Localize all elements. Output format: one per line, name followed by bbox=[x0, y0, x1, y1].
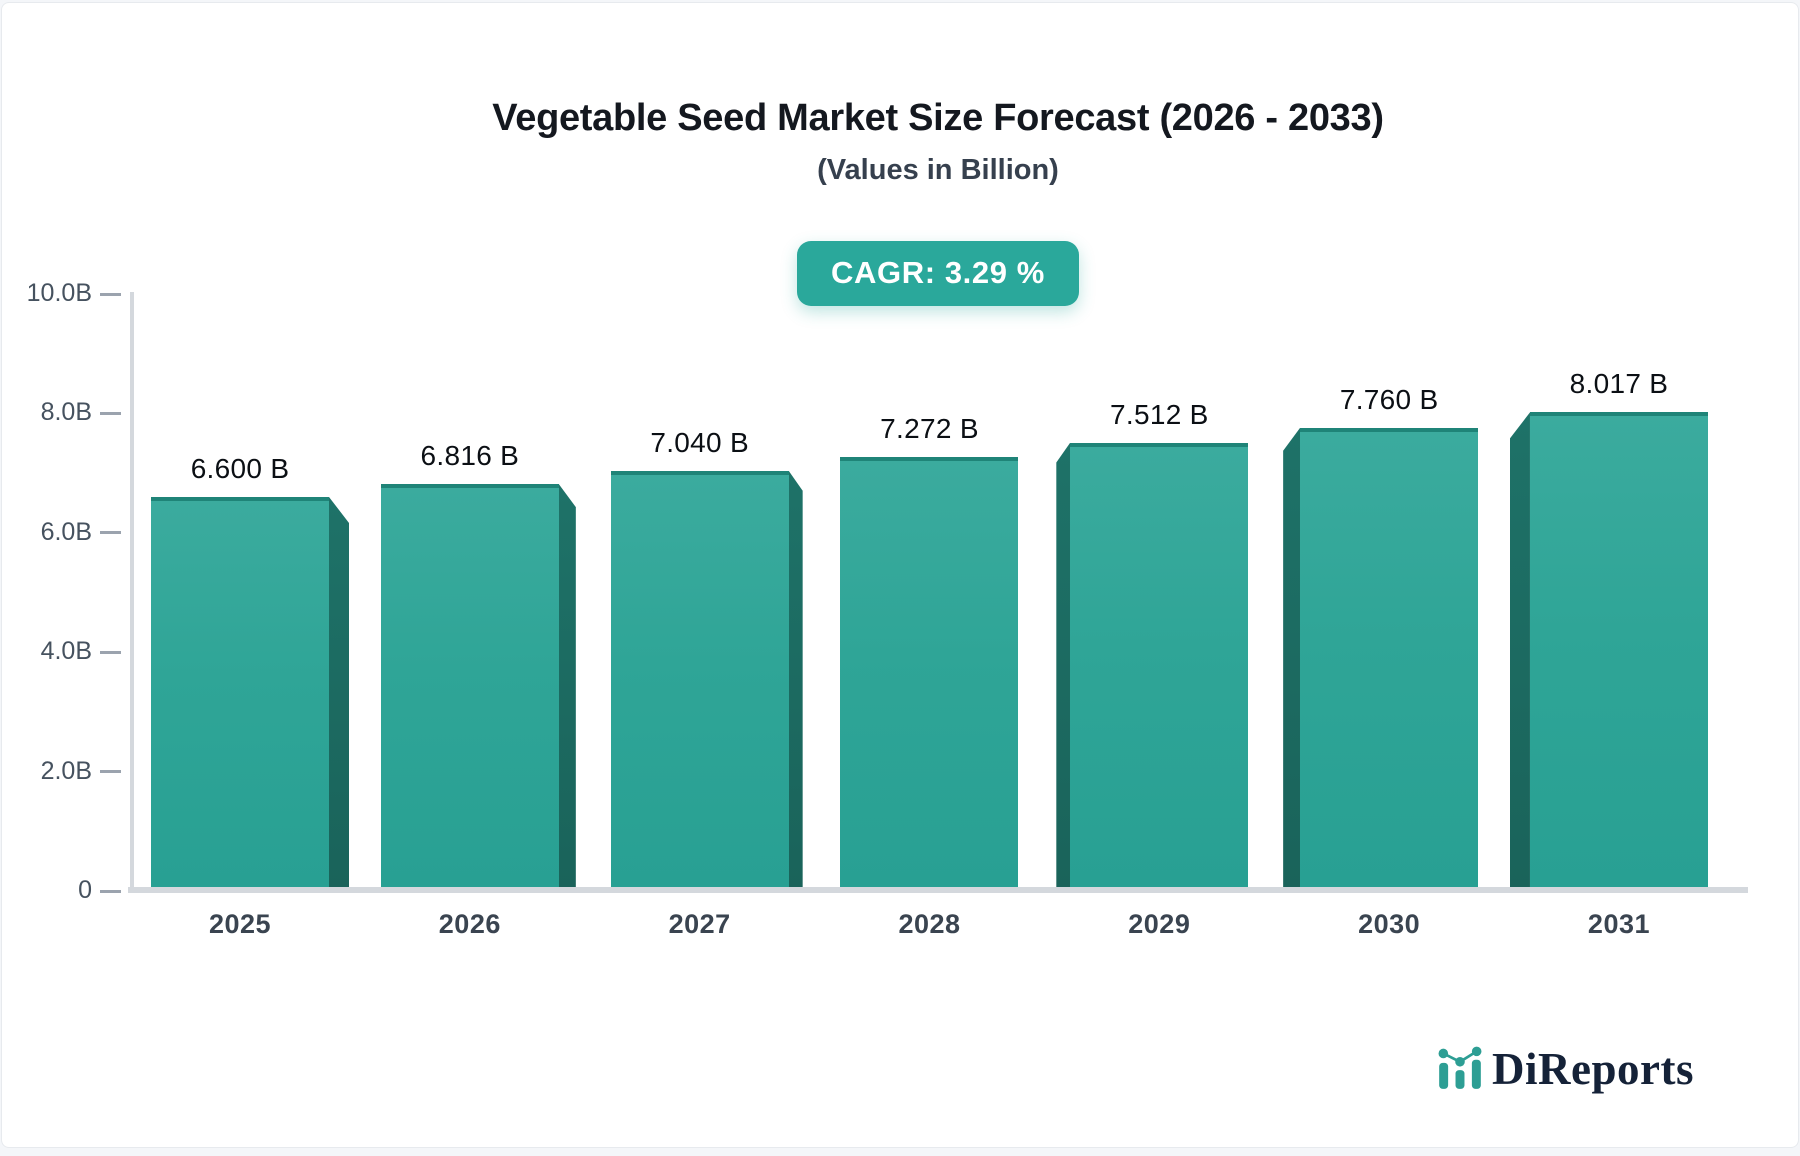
x-tick-label-2026: 2026 bbox=[438, 909, 501, 939]
bar-chart-plot-area: 0 2.0B 4.0B 6.0B 8.0B 10.0B 6.600 B 2025 6.816 B… bbox=[2, 3, 1798, 1147]
x-tick-label-2025: 2025 bbox=[208, 909, 272, 939]
direports-logo: DiReports bbox=[1437, 1043, 1694, 1095]
direports-logo-icon bbox=[1438, 1046, 1482, 1089]
chart-subtitle: (Values in Billion) bbox=[817, 154, 1059, 186]
x-axis-line bbox=[128, 887, 1748, 893]
y-tick-mark bbox=[100, 531, 121, 535]
bar-side-2025 bbox=[329, 496, 349, 889]
bar-2025 bbox=[151, 496, 329, 889]
y-tick-label: 0 bbox=[78, 876, 92, 904]
y-axis-line bbox=[130, 292, 134, 893]
bar-side-2027 bbox=[788, 470, 803, 889]
x-tick-label-2031: 2031 bbox=[1587, 909, 1650, 939]
bar-side-2029 bbox=[1056, 442, 1071, 889]
cagr-badge: CAGR: 3.29 % bbox=[797, 241, 1079, 306]
bar-2031 bbox=[1529, 412, 1708, 889]
y-tick-label: 8.0B bbox=[40, 398, 92, 427]
chart-title: Vegetable Seed Market Size Forecast (202… bbox=[492, 97, 1384, 139]
x-tick-label-2028: 2028 bbox=[898, 909, 961, 939]
bar-value-label-2028: 7.272 B bbox=[880, 412, 979, 444]
bar-2029 bbox=[1070, 442, 1249, 889]
bar-2027 bbox=[610, 470, 789, 889]
bar-value-label-2029: 7.512 B bbox=[1110, 398, 1209, 430]
y-tick-mark bbox=[100, 292, 121, 296]
y-tick-mark bbox=[100, 411, 121, 415]
direports-logo-text: DiReports bbox=[1492, 1044, 1694, 1094]
bar-2026 bbox=[380, 484, 559, 889]
bar-value-label-2026: 6.816 B bbox=[420, 440, 520, 472]
bar-side-2031 bbox=[1509, 412, 1530, 889]
x-tick-label-2030: 2030 bbox=[1358, 909, 1421, 939]
y-tick-mark bbox=[100, 650, 121, 654]
x-tick-label-2029: 2029 bbox=[1128, 909, 1191, 939]
bar-2028 bbox=[840, 456, 1019, 889]
bar-value-label-2025: 6.600 B bbox=[190, 452, 290, 484]
y-tick-label: 4.0B bbox=[40, 637, 92, 666]
x-tick-label-2027: 2027 bbox=[668, 909, 731, 939]
bar-side-2026 bbox=[558, 484, 576, 889]
y-tick-label: 2.0B bbox=[40, 756, 92, 785]
y-tick-mark bbox=[100, 770, 121, 774]
y-tick-mark bbox=[100, 889, 121, 893]
y-tick-label: 10.0B bbox=[26, 279, 92, 307]
bar-value-label-2030: 7.760 B bbox=[1339, 383, 1439, 415]
chart-header: Vegetable Seed Market Size Forecast (202… bbox=[132, 3, 1744, 306]
y-tick-label: 6.0B bbox=[40, 517, 92, 546]
bar-side-2030 bbox=[1283, 427, 1301, 889]
bar-2030 bbox=[1300, 427, 1479, 889]
bar-value-label-2027: 7.040 B bbox=[650, 426, 749, 458]
bar-value-label-2031: 8.017 B bbox=[1569, 368, 1669, 400]
